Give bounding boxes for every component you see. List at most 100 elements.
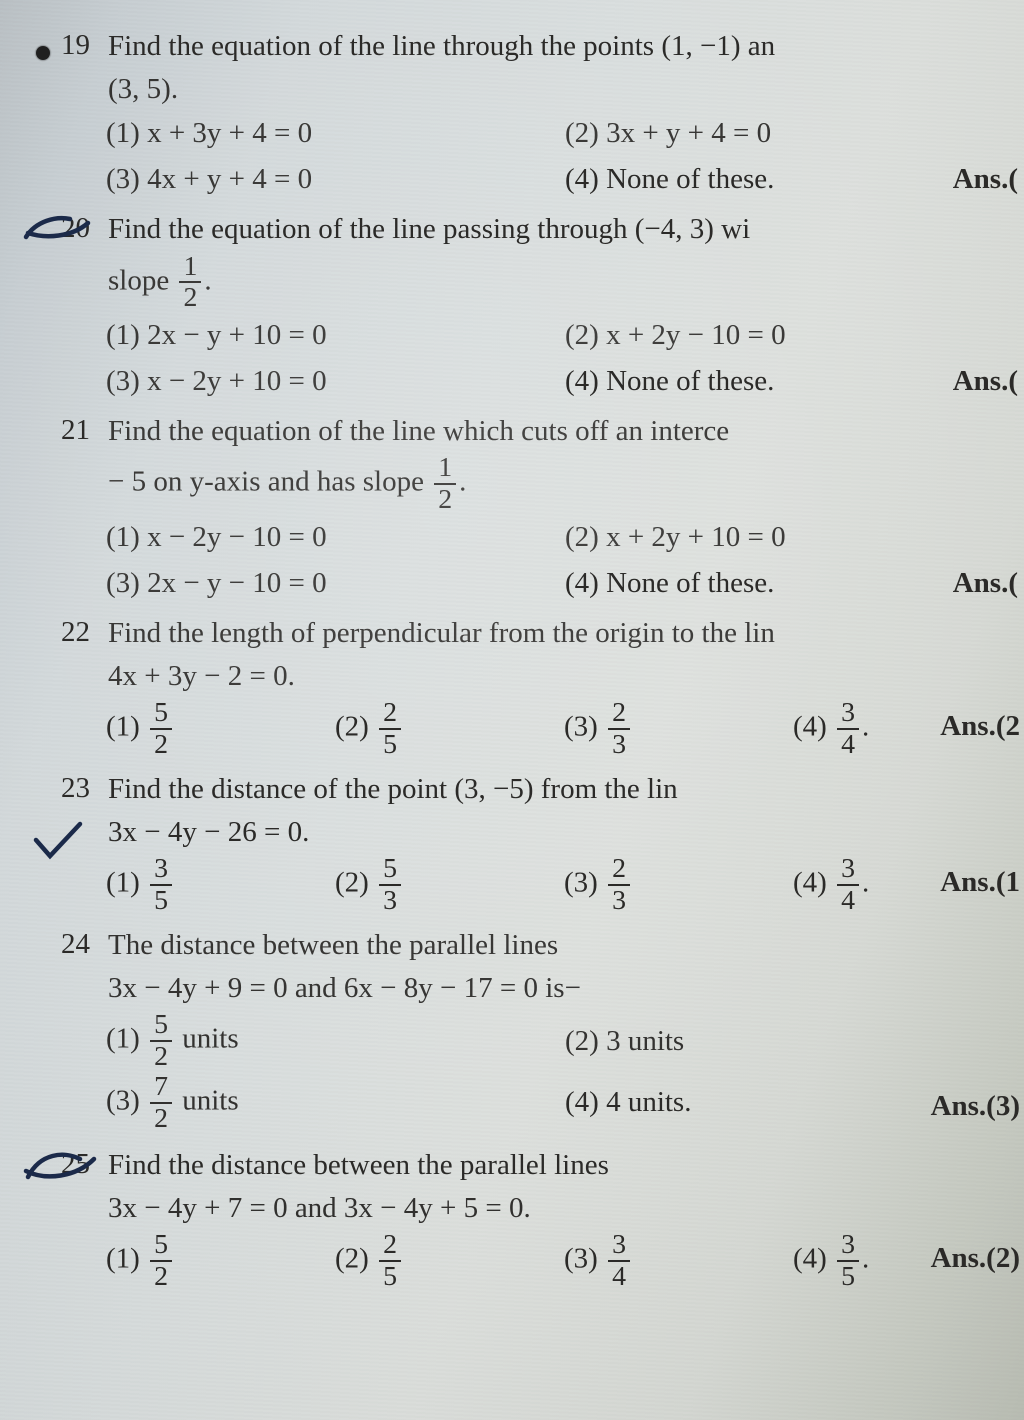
frac-num: 1 — [434, 454, 456, 483]
q22-stem-b: 4x + 3y − 2 = 0. — [0, 656, 1024, 697]
q25-f4: 35 — [837, 1231, 859, 1291]
frac-num: 3 — [608, 1231, 630, 1260]
frac-num: 1 — [179, 253, 201, 282]
frac-num: 3 — [837, 855, 859, 884]
q22-f1: 52 — [150, 699, 172, 759]
q19-answer: Ans.( — [953, 158, 1018, 202]
q23-opt1: (1) 35 — [106, 855, 327, 915]
frac-num: 5 — [150, 699, 172, 728]
q20-opt2: (2) x + 2y − 10 = 0 — [565, 314, 1014, 358]
opt-label: (3) — [564, 1243, 605, 1275]
q20-opt1: (1) 2x − y + 10 = 0 — [106, 314, 555, 358]
q21-opt1: (1) x − 2y − 10 = 0 — [106, 516, 555, 560]
q19-opt3: (3) 4x + y + 4 = 0 — [106, 158, 555, 202]
frac-den: 5 — [379, 1260, 401, 1291]
q25-stem-b: 3x − 4y + 7 = 0 and 3x − 4y + 5 = 0. — [0, 1188, 1024, 1229]
q20-slope-frac: 12 — [179, 253, 201, 313]
frac-den: 3 — [379, 884, 401, 915]
frac-num: 3 — [150, 855, 172, 884]
q19-options: (1) x + 3y + 4 = 0 (2) 3x + y + 4 = 0 (3… — [0, 110, 1024, 205]
q23-f3: 23 — [608, 855, 630, 915]
q23-answer: Ans.(1 — [940, 861, 1020, 905]
q25-f1: 52 — [150, 1231, 172, 1291]
q22-options: (1) 52 (2) 25 (3) 23 (4) 34. Ans.(2 — [0, 697, 1024, 763]
period: . — [862, 1243, 869, 1275]
q20-answer: Ans.( — [953, 360, 1018, 404]
period: . — [204, 264, 211, 296]
q23-options: (1) 35 (2) 53 (3) 23 (4) 34. Ans.(1 — [0, 853, 1024, 919]
q21-opt4-text: (4) None of these. — [565, 567, 774, 599]
opt-label: (3) — [564, 711, 605, 743]
frac-den: 4 — [608, 1260, 630, 1291]
frac-num: 5 — [150, 1011, 172, 1040]
frac-den: 5 — [379, 728, 401, 759]
q24-opt1: (1) 52 units — [106, 1011, 555, 1071]
frac-num: 5 — [379, 855, 401, 884]
q25-number: 25 — [28, 1145, 108, 1184]
q22-answer: Ans.(2 — [940, 705, 1020, 749]
period: . — [862, 711, 869, 743]
q23-number: 23 — [28, 769, 108, 808]
opt-label: (3) — [564, 867, 605, 899]
q23-f2: 53 — [379, 855, 401, 915]
q25-stem-a: Find the distance between the parallel l… — [108, 1149, 609, 1181]
frac-num: 2 — [608, 855, 630, 884]
frac-num: 5 — [150, 1231, 172, 1260]
pen-dot-icon — [36, 46, 50, 60]
q20-number: 20 — [28, 209, 108, 248]
q21-number: 21 — [28, 411, 108, 450]
q21-stem-a: Find the equation of the line which cuts… — [108, 415, 729, 447]
q24-answer: Ans.(3) — [931, 1085, 1020, 1129]
q21-stem-b: − 5 on y-axis and has slope 12. — [0, 454, 1024, 514]
opt-label: (2) — [335, 711, 376, 743]
frac-den: 2 — [150, 1102, 172, 1133]
q19-opt4-text: (4) None of these. — [565, 163, 774, 195]
q19-opt2: (2) 3x + y + 4 = 0 — [565, 112, 1014, 156]
q23-opt4: (4) 34. Ans.(1 — [793, 855, 1014, 915]
frac-num: 3 — [837, 1231, 859, 1260]
opt-label: (1) — [106, 1243, 147, 1275]
frac-num: 7 — [150, 1073, 172, 1102]
frac-den: 3 — [608, 728, 630, 759]
frac-den: 2 — [150, 1260, 172, 1291]
opt-label: (1) — [106, 867, 147, 899]
q21-opt4: (4) None of these. Ans.( — [565, 562, 1014, 606]
q19-stem-b: (3, 5). — [0, 69, 1024, 110]
q24-opt3: (3) 72 units — [106, 1073, 555, 1133]
q23-opt3: (3) 23 — [564, 855, 785, 915]
opt-label: (1) — [106, 711, 147, 743]
q25-opt3: (3) 34 — [564, 1231, 785, 1291]
q21: 21 Find the equation of the line which c… — [0, 409, 1024, 454]
q23-stem-a: Find the distance of the point (3, −5) f… — [108, 773, 678, 805]
q22-opt4: (4) 34. Ans.(2 — [793, 699, 1014, 759]
frac-den: 2 — [150, 728, 172, 759]
q24-f1: 52 — [150, 1011, 172, 1071]
q20-opt4-text: (4) None of these. — [565, 365, 774, 397]
frac-den: 2 — [434, 483, 456, 514]
q20-stem-a: Find the equation of the line passing th… — [108, 213, 750, 245]
frac-den: 2 — [179, 281, 201, 312]
frac-num: 2 — [379, 1231, 401, 1260]
opt-label: (1) — [106, 1023, 147, 1055]
q22-stem-a: Find the length of perpendicular from th… — [108, 617, 775, 649]
q20: 20 Find the equation of the line passing… — [0, 207, 1024, 252]
frac-num: 2 — [379, 699, 401, 728]
q20-opt3: (3) x − 2y + 10 = 0 — [106, 360, 555, 404]
period: . — [862, 867, 869, 899]
opt-label: (4) — [793, 867, 834, 899]
frac-den: 4 — [837, 884, 859, 915]
q25-opt2: (2) 25 — [335, 1231, 556, 1291]
frac-num: 3 — [837, 699, 859, 728]
q25-f3: 34 — [608, 1231, 630, 1291]
frac-num: 2 — [608, 699, 630, 728]
q21-options: (1) x − 2y − 10 = 0 (2) x + 2y + 10 = 0 … — [0, 514, 1024, 609]
q22-number: 22 — [28, 613, 108, 652]
units: units — [175, 1023, 239, 1055]
q19-opt1: (1) x + 3y + 4 = 0 — [106, 112, 555, 156]
opt-label: (4) — [793, 1243, 834, 1275]
q23-f1: 35 — [150, 855, 172, 915]
q21-stem-b-text: − 5 on y-axis and has slope — [108, 466, 431, 498]
q21-slope-frac: 12 — [434, 454, 456, 514]
opt-label: (2) — [335, 1243, 376, 1275]
q21-opt3: (3) 2x − y − 10 = 0 — [106, 562, 555, 606]
